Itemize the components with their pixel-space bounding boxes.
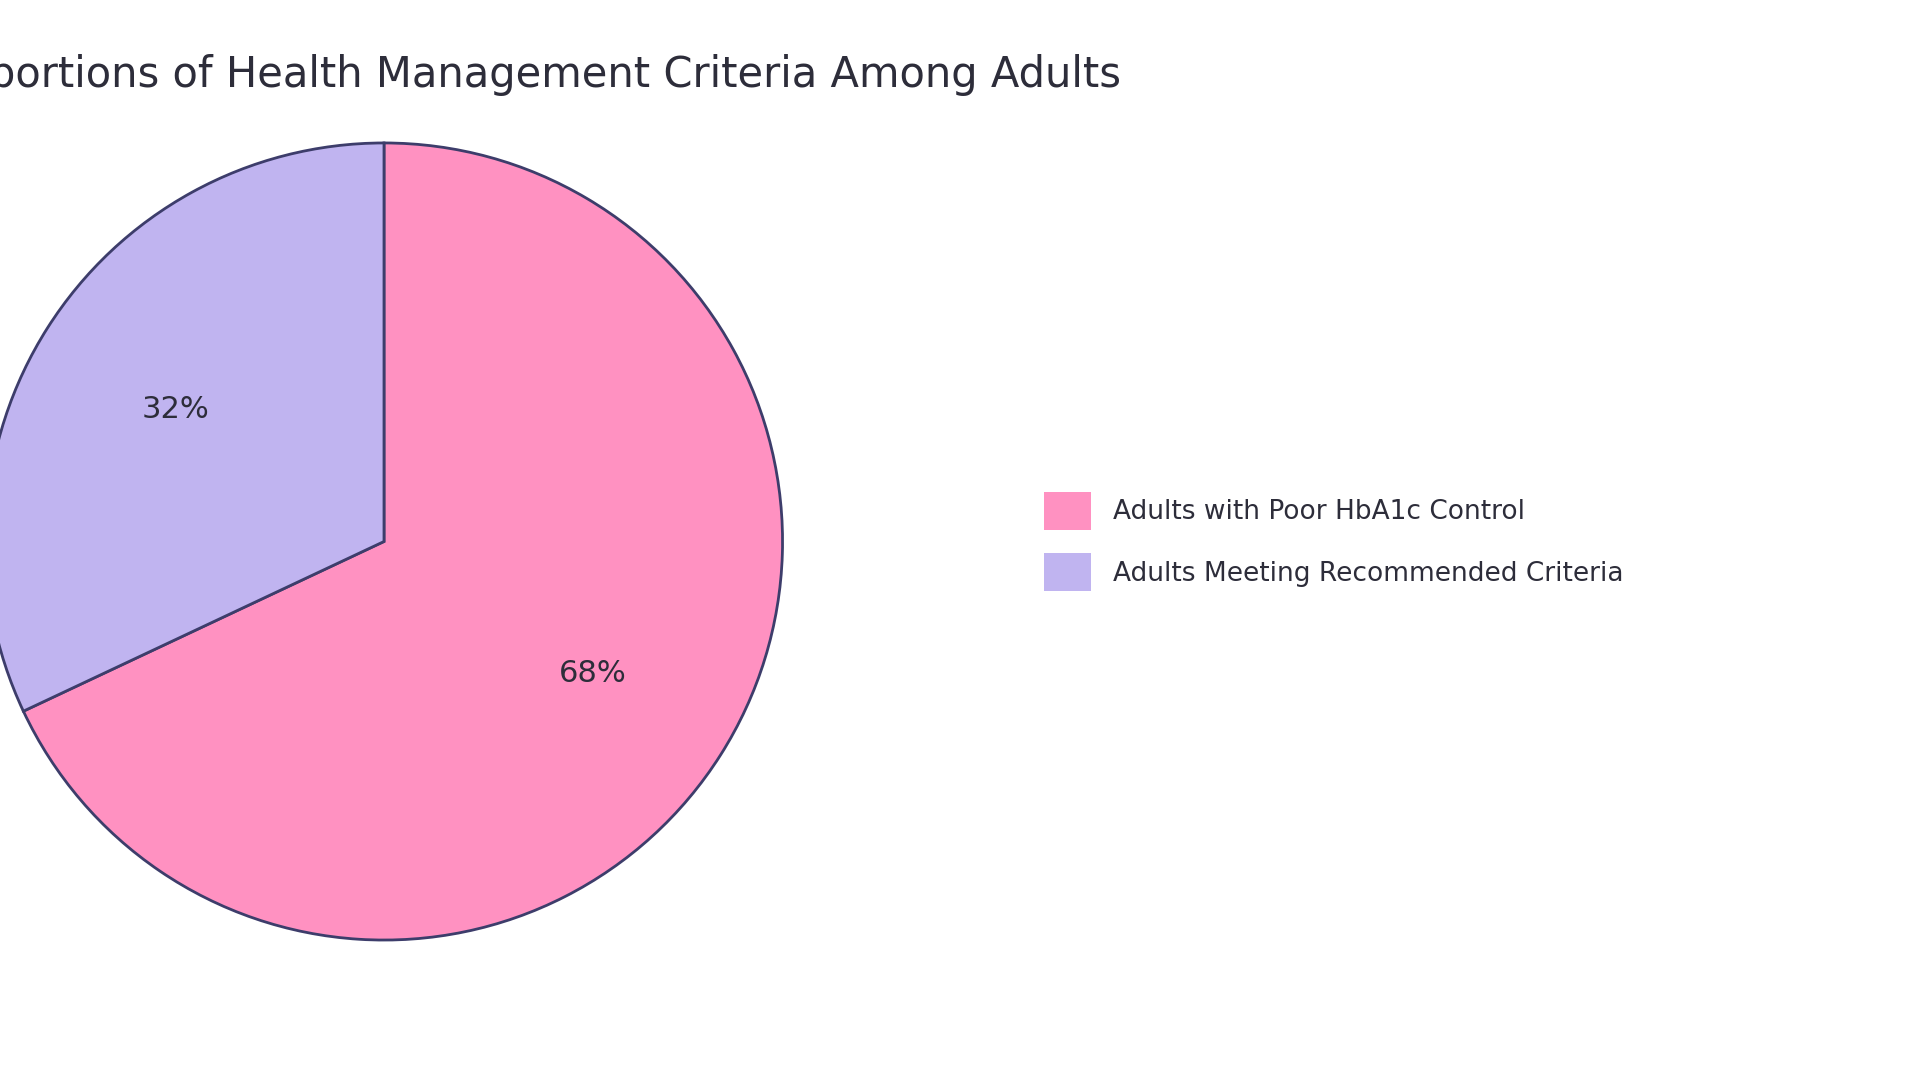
Text: Proportions of Health Management Criteria Among Adults: Proportions of Health Management Criteri…: [0, 54, 1121, 96]
Text: 68%: 68%: [559, 660, 626, 689]
Wedge shape: [0, 143, 384, 712]
Legend: Adults with Poor HbA1c Control, Adults Meeting Recommended Criteria: Adults with Poor HbA1c Control, Adults M…: [1031, 479, 1636, 604]
Wedge shape: [23, 143, 783, 940]
Text: 32%: 32%: [142, 394, 209, 423]
